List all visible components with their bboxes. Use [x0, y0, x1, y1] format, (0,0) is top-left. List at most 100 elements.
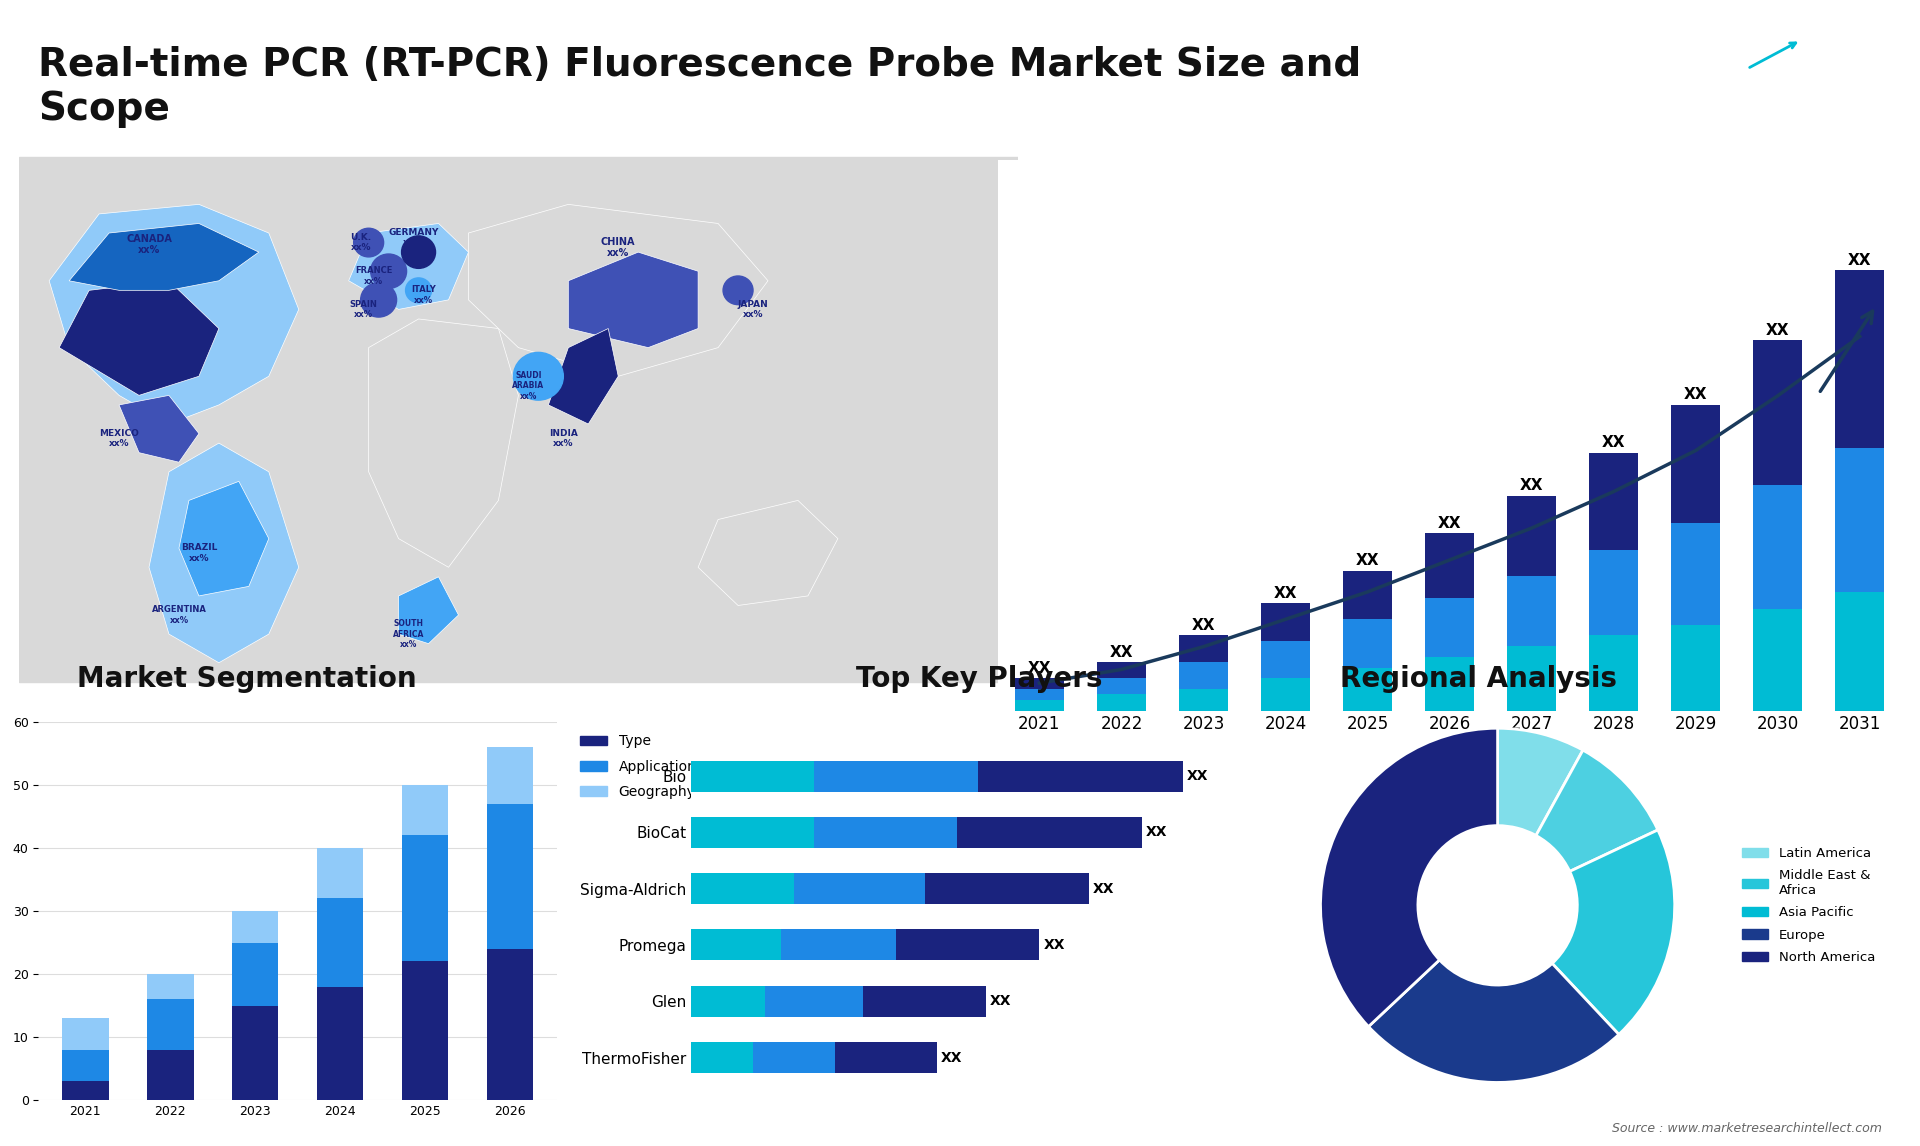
Text: XX: XX: [1146, 825, 1167, 839]
Text: U.S.
xx%: U.S. xx%: [98, 317, 121, 339]
Bar: [781, 929, 897, 960]
Bar: [1342, 619, 1392, 668]
Polygon shape: [60, 281, 219, 395]
Bar: [1016, 700, 1064, 711]
Wedge shape: [1551, 830, 1674, 1035]
Bar: [925, 873, 1089, 904]
Bar: [691, 929, 781, 960]
Bar: [61, 1018, 109, 1050]
Bar: [1670, 405, 1720, 523]
Circle shape: [724, 276, 753, 305]
Polygon shape: [369, 319, 518, 567]
Bar: [1836, 270, 1884, 448]
Bar: [401, 785, 449, 835]
Bar: [146, 974, 194, 999]
Text: XX: XX: [1027, 660, 1050, 676]
Text: SAUDI
ARABIA
xx%: SAUDI ARABIA xx%: [513, 371, 545, 401]
Text: CHINA
xx%: CHINA xx%: [601, 236, 636, 258]
Bar: [691, 817, 814, 848]
Bar: [897, 929, 1039, 960]
Text: XX: XX: [1766, 322, 1789, 338]
Text: U.K.
xx%: U.K. xx%: [349, 233, 371, 252]
Text: XX: XX: [991, 995, 1012, 1008]
Circle shape: [361, 283, 397, 317]
Text: Market Segmentation: Market Segmentation: [77, 666, 417, 693]
Bar: [835, 1042, 937, 1073]
Bar: [1836, 592, 1884, 711]
Bar: [1590, 453, 1638, 550]
Bar: [1096, 662, 1146, 678]
Text: XX: XX: [1849, 253, 1872, 268]
Text: Top Key Players: Top Key Players: [856, 666, 1102, 693]
Bar: [1753, 485, 1803, 609]
Bar: [1261, 641, 1309, 678]
Polygon shape: [699, 501, 837, 605]
Bar: [317, 848, 363, 898]
Legend: Type, Application, Geography: Type, Application, Geography: [574, 729, 703, 804]
Text: XX: XX: [1273, 586, 1298, 601]
Text: XX: XX: [1356, 554, 1379, 568]
Text: XX: XX: [1684, 387, 1707, 402]
Text: XX: XX: [1043, 937, 1066, 952]
Text: SOUTH
AFRICA
xx%: SOUTH AFRICA xx%: [394, 619, 424, 649]
Bar: [1590, 635, 1638, 711]
Text: MARKET: MARKET: [1724, 81, 1770, 92]
Circle shape: [353, 228, 384, 257]
Wedge shape: [1321, 728, 1498, 1027]
Bar: [691, 986, 764, 1017]
Bar: [1753, 609, 1803, 711]
Circle shape: [513, 353, 563, 400]
Bar: [1016, 678, 1064, 689]
Polygon shape: [1645, 34, 1768, 74]
Bar: [764, 986, 864, 1017]
Bar: [1179, 689, 1229, 711]
Bar: [1342, 571, 1392, 619]
Bar: [61, 1050, 109, 1082]
Bar: [691, 873, 793, 904]
Text: JAPAN
xx%: JAPAN xx%: [737, 300, 768, 319]
Text: ITALY
xx%: ITALY xx%: [411, 285, 436, 305]
Bar: [1261, 678, 1309, 711]
Bar: [486, 804, 534, 949]
Text: ARGENTINA
xx%: ARGENTINA xx%: [152, 605, 205, 625]
Polygon shape: [468, 204, 768, 376]
Text: MEXICO
xx%: MEXICO xx%: [100, 429, 138, 448]
Bar: [1507, 576, 1557, 646]
Text: XX: XX: [1187, 769, 1208, 783]
Text: Regional Analysis: Regional Analysis: [1340, 666, 1617, 693]
Polygon shape: [179, 481, 269, 596]
Bar: [401, 961, 449, 1100]
Text: XX: XX: [1192, 618, 1215, 633]
Text: XX: XX: [1601, 435, 1626, 450]
Circle shape: [371, 254, 407, 289]
Polygon shape: [568, 252, 699, 347]
Text: SPAIN
xx%: SPAIN xx%: [349, 300, 378, 319]
Bar: [1836, 448, 1884, 592]
Text: XX: XX: [1110, 644, 1133, 660]
Circle shape: [405, 277, 432, 303]
Polygon shape: [349, 223, 468, 309]
Bar: [401, 835, 449, 961]
Bar: [1590, 550, 1638, 635]
Text: RESEARCH: RESEARCH: [1718, 97, 1776, 108]
Bar: [1425, 533, 1475, 598]
Polygon shape: [150, 444, 300, 662]
Bar: [486, 747, 534, 804]
Bar: [1507, 646, 1557, 711]
Bar: [1670, 625, 1720, 711]
Polygon shape: [399, 576, 459, 644]
Text: INTELLECT: INTELLECT: [1718, 116, 1776, 126]
Circle shape: [401, 236, 436, 268]
Bar: [232, 911, 278, 942]
Bar: [691, 1042, 753, 1073]
Wedge shape: [1536, 751, 1657, 871]
Bar: [1261, 603, 1309, 641]
Text: XX: XX: [1521, 478, 1544, 493]
Text: XX: XX: [941, 1051, 962, 1065]
Polygon shape: [119, 395, 200, 462]
Bar: [1179, 635, 1229, 662]
Bar: [958, 817, 1142, 848]
Bar: [1425, 598, 1475, 657]
Bar: [317, 987, 363, 1100]
Polygon shape: [50, 204, 300, 424]
